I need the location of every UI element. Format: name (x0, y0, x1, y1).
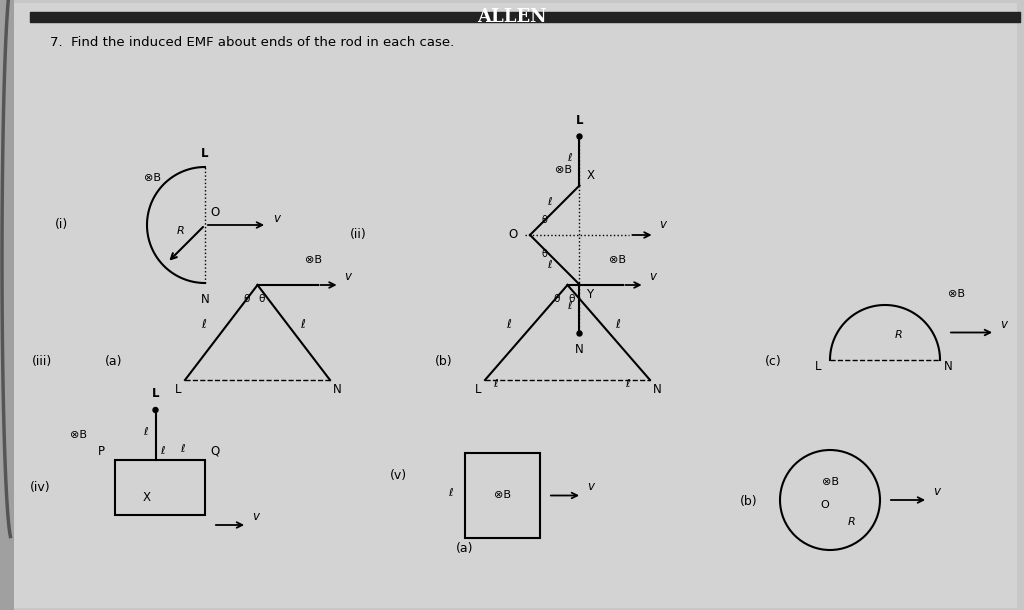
Text: ℓ: ℓ (161, 446, 165, 456)
Text: 7.  Find the induced EMF about ends of the rod in each case.: 7. Find the induced EMF about ends of th… (50, 35, 455, 49)
Text: ⊗B: ⊗B (144, 173, 162, 183)
Text: X: X (142, 491, 151, 504)
Text: (b): (b) (740, 495, 758, 508)
Text: ℓ: ℓ (567, 153, 572, 163)
Bar (115, 460, 205, 515)
Text: ℓ: ℓ (567, 301, 572, 311)
Text: θ: θ (542, 249, 548, 259)
Text: (iii): (iii) (32, 355, 52, 368)
Text: N: N (652, 383, 662, 396)
Text: ℓ: ℓ (143, 427, 147, 437)
Text: L: L (202, 147, 209, 160)
Text: (a): (a) (457, 542, 474, 555)
Text: ℓ: ℓ (614, 317, 620, 331)
Text: (v): (v) (390, 468, 408, 481)
Text: O: O (820, 500, 829, 510)
Text: ⊗B: ⊗B (70, 430, 87, 440)
Text: θ: θ (554, 294, 560, 304)
Text: L: L (475, 383, 481, 396)
Text: ⊗B: ⊗B (494, 490, 511, 500)
FancyBboxPatch shape (0, 0, 14, 610)
Text: ℓ: ℓ (180, 444, 184, 454)
Text: (iv): (iv) (30, 481, 50, 494)
Text: ℓ: ℓ (493, 379, 498, 389)
Text: ⊗B: ⊗B (555, 165, 572, 175)
Text: R: R (895, 330, 903, 340)
Text: ℓ: ℓ (547, 197, 551, 207)
Text: ⊗B: ⊗B (609, 255, 627, 265)
Text: ⊗B: ⊗B (821, 477, 839, 487)
Text: v: v (273, 212, 280, 226)
Text: N: N (944, 360, 952, 373)
Text: (b): (b) (435, 355, 453, 368)
Text: ℓ: ℓ (300, 317, 304, 331)
Text: v: v (933, 485, 940, 498)
Text: ALLEN: ALLEN (477, 8, 547, 26)
Text: (a): (a) (105, 355, 123, 368)
Text: ⊗B: ⊗B (305, 255, 323, 265)
Text: ℓ: ℓ (506, 317, 511, 331)
Text: θ: θ (244, 294, 250, 304)
Text: Q: Q (210, 445, 219, 458)
Text: Y: Y (587, 289, 594, 301)
Text: ⊗B: ⊗B (948, 289, 965, 299)
Text: θ: θ (258, 294, 265, 304)
Text: v: v (659, 218, 667, 231)
Text: v: v (344, 270, 351, 283)
Text: ℓ: ℓ (547, 260, 551, 270)
Text: P: P (98, 445, 105, 458)
Text: X: X (587, 168, 595, 182)
Text: L: L (175, 383, 181, 396)
Text: (c): (c) (765, 355, 781, 368)
Circle shape (577, 134, 582, 139)
Text: (i): (i) (55, 218, 69, 232)
Text: L: L (815, 360, 821, 373)
Text: L: L (575, 113, 584, 126)
Text: O: O (210, 206, 219, 219)
Text: R: R (177, 226, 184, 235)
Text: θ: θ (568, 294, 575, 304)
Text: ℓ: ℓ (449, 487, 453, 498)
FancyBboxPatch shape (12, 3, 1017, 608)
Text: v: v (1000, 317, 1007, 331)
Text: ℓ: ℓ (202, 317, 206, 331)
Text: O: O (509, 229, 518, 242)
Text: N: N (575, 343, 584, 356)
Circle shape (577, 331, 582, 336)
Text: N: N (201, 293, 209, 306)
Text: L: L (152, 387, 160, 400)
Text: (ii): (ii) (350, 229, 367, 242)
Text: N: N (333, 383, 341, 396)
Bar (465, 453, 540, 538)
Text: R: R (848, 517, 856, 527)
Text: ℓ: ℓ (625, 379, 630, 389)
Text: θ: θ (542, 215, 548, 225)
Text: v: v (252, 510, 259, 523)
Circle shape (153, 407, 158, 412)
Text: v: v (649, 270, 656, 283)
Text: v: v (587, 481, 594, 493)
